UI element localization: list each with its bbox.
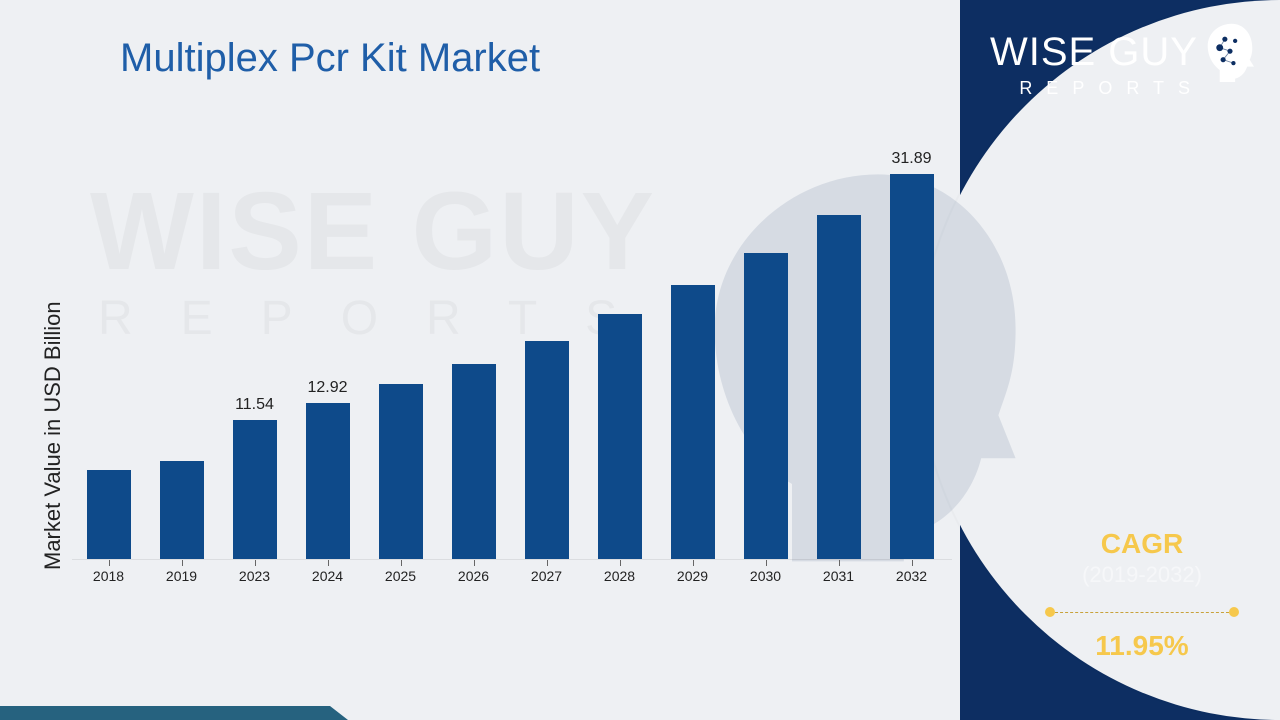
bar	[306, 403, 350, 559]
bar	[817, 215, 861, 559]
cagr-range: (2019-2032)	[1032, 562, 1252, 588]
bar-value-label: 12.92	[291, 379, 364, 397]
x-axis: 2018 2019 2023 2024 2025 2026 2027 2028 2029 2030…	[72, 560, 952, 590]
plot-area: 11.5412.92 31.89	[72, 150, 952, 560]
bar-wrap	[656, 149, 729, 559]
bar-wrap	[510, 149, 583, 559]
dot-icon	[1045, 607, 1055, 617]
x-tick-label: 2023	[239, 568, 270, 584]
brand-line2: REPORTS	[990, 78, 1204, 99]
bar-wrap: 31.89	[875, 149, 948, 559]
bar	[379, 384, 423, 559]
x-tick-label: 2031	[823, 568, 854, 584]
bar-wrap	[72, 149, 145, 559]
x-tick-label: 2019	[166, 568, 197, 584]
bar	[671, 285, 715, 559]
bar-value-label: 31.89	[875, 150, 948, 168]
dot-icon	[1229, 607, 1239, 617]
x-tick-label: 2030	[750, 568, 781, 584]
x-tick-label: 2018	[93, 568, 124, 584]
footer-strip	[0, 706, 330, 720]
x-tick-label: 2025	[385, 568, 416, 584]
page-title: Multiplex Pcr Kit Market	[120, 36, 540, 81]
bar	[160, 461, 204, 559]
x-tick-label: 2024	[312, 568, 343, 584]
bar-wrap	[729, 149, 802, 559]
cagr-divider	[1050, 606, 1234, 618]
cagr-title: CAGR	[1032, 528, 1252, 560]
bar	[233, 420, 277, 559]
stage: WISE GUY REPORTS Multiplex Pcr Kit Marke…	[0, 0, 1280, 720]
brand-logo: WISE GUY REPORTS	[990, 22, 1256, 99]
x-tick-label: 2029	[677, 568, 708, 584]
bar-wrap: 12.92	[291, 149, 364, 559]
x-tick-label: 2026	[458, 568, 489, 584]
bar-wrap	[145, 149, 218, 559]
bar	[890, 174, 934, 559]
bar-wrap	[802, 149, 875, 559]
cagr-value: 11.95%	[1032, 630, 1252, 662]
bar-value-label: 11.54	[218, 396, 291, 414]
brand-head-icon	[1204, 22, 1256, 82]
bar	[87, 470, 131, 559]
y-axis-label: Market Value in USD Billion	[40, 301, 66, 570]
x-tick-label: 2027	[531, 568, 562, 584]
brand-text-1: WISE GUY	[990, 30, 1198, 75]
brand-line1: WISE GUY	[990, 22, 1256, 82]
bar-chart: 11.5412.92 31.89 2018 2019 2023 2024 2025 2026…	[72, 150, 952, 590]
bar-wrap	[364, 149, 437, 559]
bar-wrap	[583, 149, 656, 559]
bar-wrap	[437, 149, 510, 559]
bar-wrap: 11.54	[218, 149, 291, 559]
bar	[744, 253, 788, 559]
footer-strip-notch	[330, 706, 348, 720]
bar	[598, 314, 642, 559]
x-tick-label: 2028	[604, 568, 635, 584]
cagr-block: CAGR (2019-2032) 11.95%	[1032, 528, 1252, 662]
x-tick-label: 2032	[896, 568, 927, 584]
bar	[452, 364, 496, 559]
bar	[525, 341, 569, 559]
